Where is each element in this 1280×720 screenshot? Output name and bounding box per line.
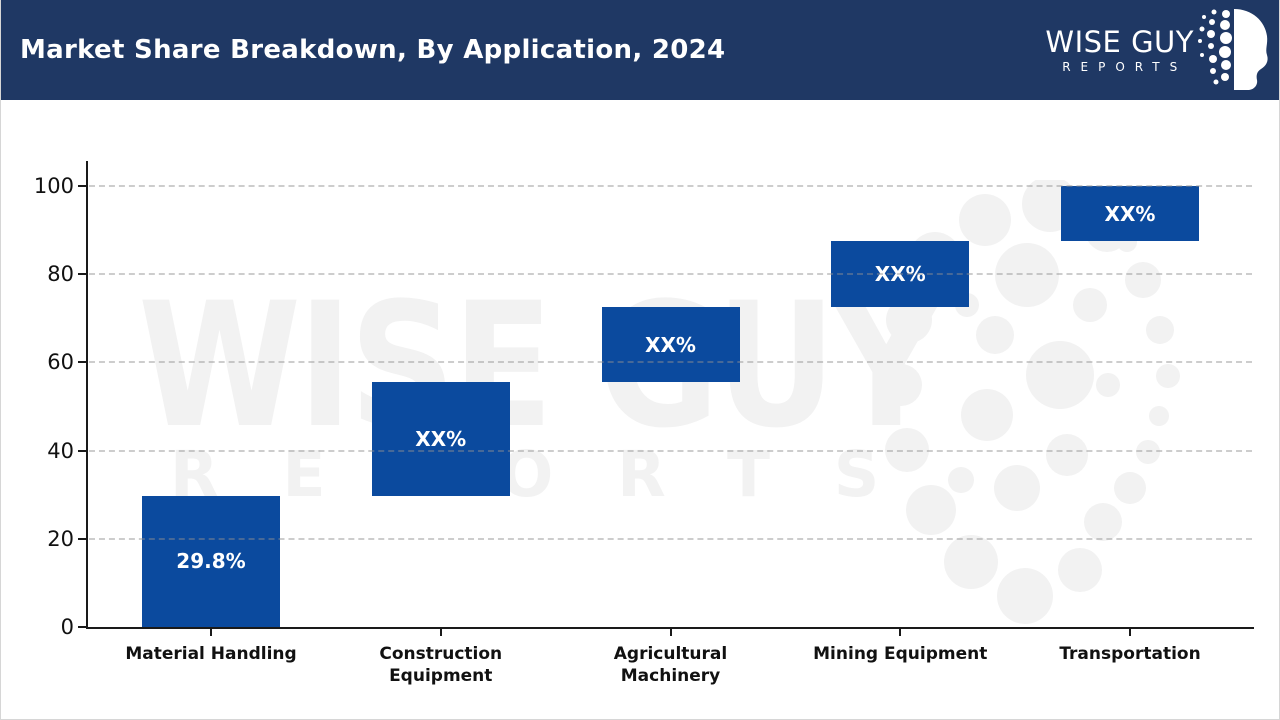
bar-value-label: 29.8% — [176, 549, 246, 574]
bar-value-label: XX% — [1104, 201, 1156, 226]
bar-value-label: XX% — [415, 426, 467, 451]
bar-value-label: XX% — [645, 332, 696, 357]
y-axis-line — [86, 161, 88, 629]
bar: XX% — [371, 382, 510, 496]
y-axis-tick — [78, 185, 86, 187]
watermark-text: WISE GUY — [138, 265, 940, 466]
chart-title: Market Share Breakdown, By Application, … — [20, 35, 726, 65]
bar: XX% — [601, 307, 740, 383]
gridline — [89, 185, 1252, 187]
bar-value-label: XX% — [874, 262, 926, 287]
plot-area: WISE GUY REPORTS 0 20 40 60 80 100 29.8% Materi… — [0, 100, 1280, 720]
category-label: Construction Equipment — [379, 644, 503, 686]
gridline — [89, 537, 1252, 540]
bar: 29.8% — [142, 495, 280, 627]
x-axis-line — [86, 627, 1254, 629]
bar: XX% — [831, 241, 970, 308]
x-axis-tick — [1129, 629, 1131, 636]
brand-head-icon — [1198, 9, 1268, 90]
y-axis-tick — [78, 361, 86, 364]
category-label: Transportation — [1059, 644, 1201, 664]
gridline — [89, 361, 1252, 364]
y-axis-tick — [78, 626, 86, 628]
x-axis-tick — [439, 629, 442, 636]
watermark-subtext: REPORTS — [170, 438, 944, 511]
brand-tagline: REPORTS — [1062, 59, 1188, 74]
y-axis-tick — [78, 273, 86, 276]
category-label: Agricultural Machinery — [613, 644, 728, 686]
gridline — [89, 273, 1252, 276]
y-axis-tick-label: 60 — [47, 350, 74, 375]
bar: XX% — [1061, 186, 1199, 242]
y-axis-tick — [78, 449, 86, 452]
y-axis-tick-label: 0 — [60, 615, 74, 639]
y-axis-tick-label: 80 — [47, 262, 74, 287]
y-axis-tick-label: 20 — [47, 526, 74, 551]
y-axis-tick-label: 40 — [47, 438, 74, 463]
x-axis-tick — [669, 629, 672, 636]
y-axis-tick — [78, 537, 86, 540]
watermark-face — [880, 180, 1180, 624]
x-axis-tick — [899, 629, 902, 636]
category-label: Material Handling — [125, 644, 297, 664]
header: Market Share Breakdown, By Application, … — [0, 0, 1280, 100]
gridline — [89, 449, 1252, 452]
category-label: Mining Equipment — [813, 644, 988, 664]
y-axis-tick-label: 100 — [33, 174, 74, 198]
brand-logo: WISE GUY REPORTS — [1045, 0, 1274, 100]
x-axis-tick — [210, 629, 212, 636]
brand-logo-text: WISE GUY REPORTS — [1045, 27, 1194, 74]
brand-name: WISE GUY — [1045, 24, 1194, 59]
